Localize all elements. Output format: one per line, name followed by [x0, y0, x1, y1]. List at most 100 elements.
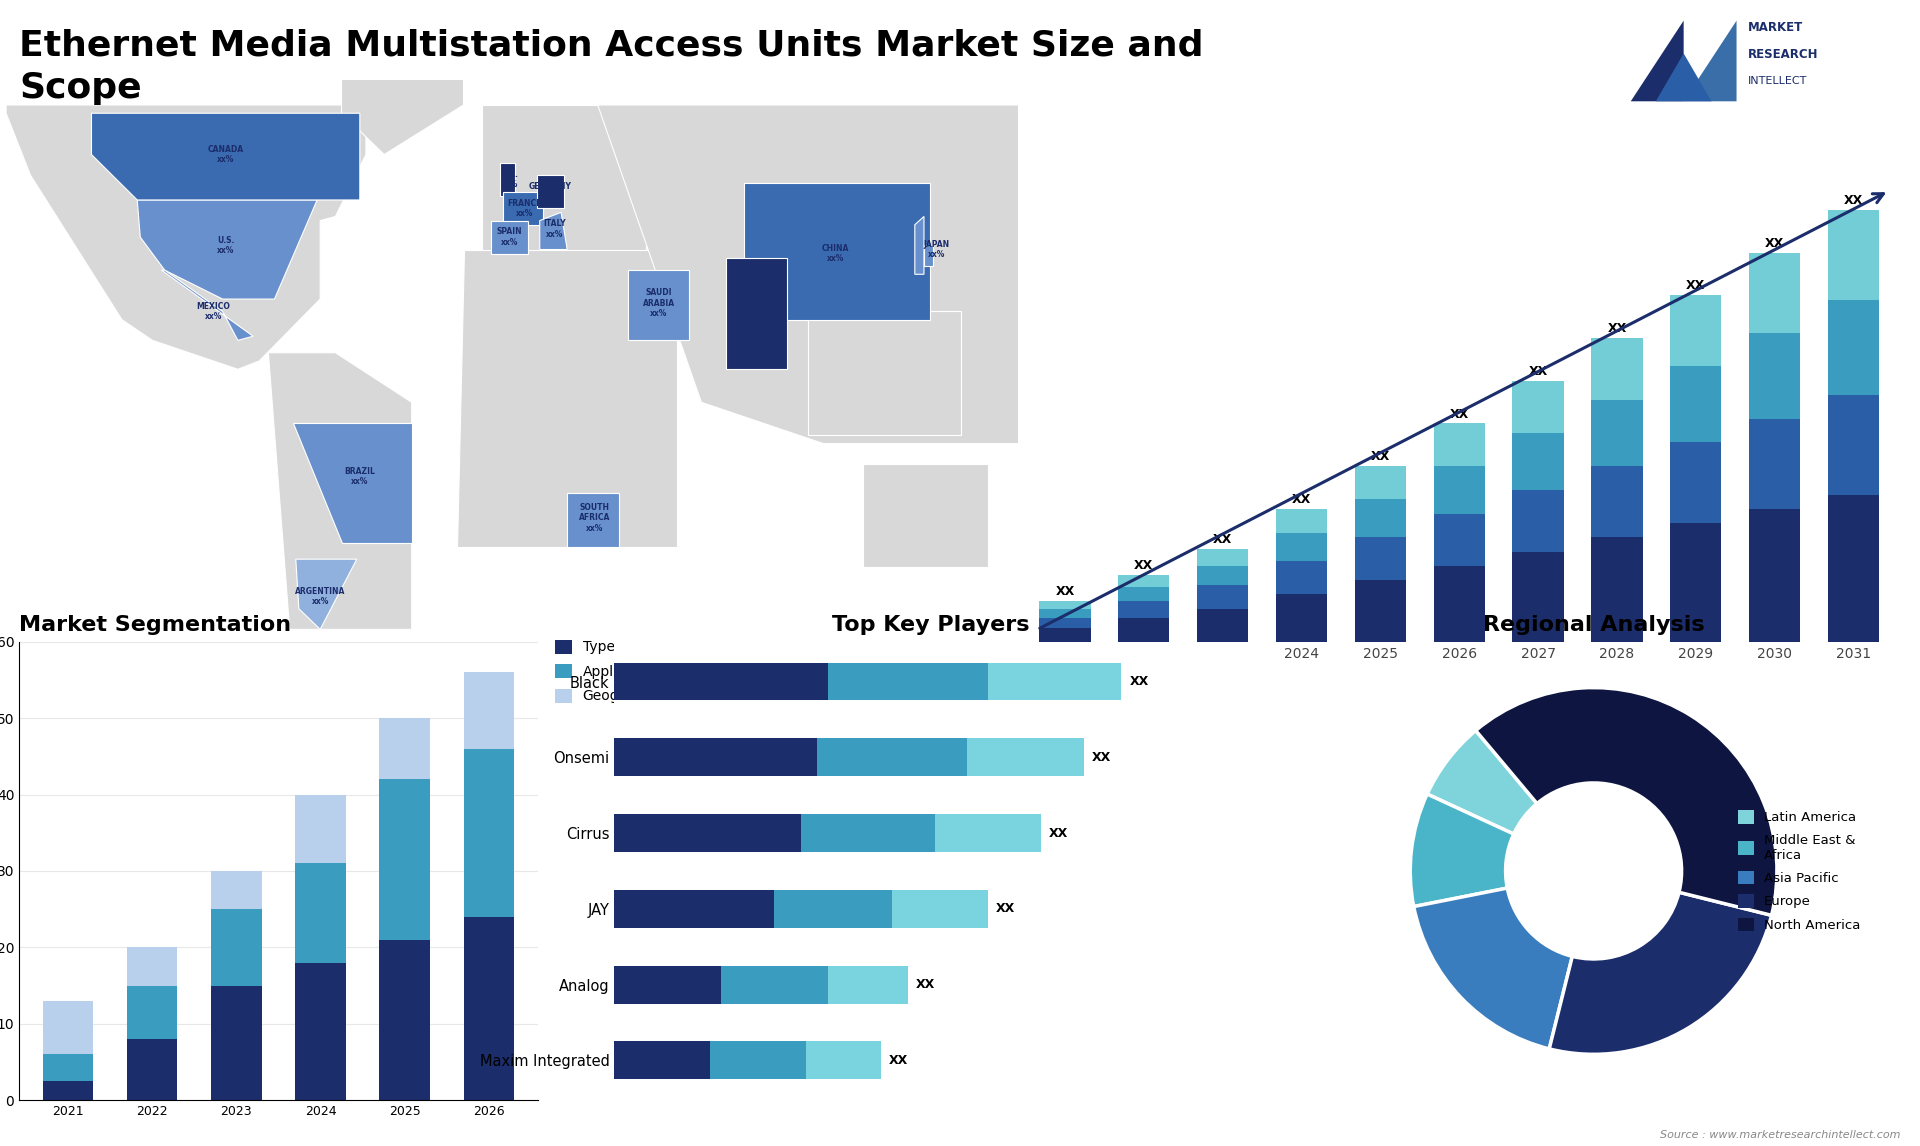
Polygon shape [628, 270, 689, 340]
Polygon shape [597, 105, 1031, 444]
Polygon shape [342, 60, 463, 155]
Bar [818, 738, 966, 776]
Text: XX: XX [1092, 751, 1112, 763]
Text: U.S.
xx%: U.S. xx% [217, 236, 234, 256]
Bar [1117, 575, 1169, 587]
Bar [127, 986, 177, 1039]
Text: XX: XX [1528, 364, 1548, 378]
Wedge shape [1476, 688, 1776, 916]
Bar [1277, 595, 1327, 642]
Text: XX: XX [1607, 322, 1626, 335]
Bar [296, 794, 346, 863]
Polygon shape [566, 493, 618, 547]
Bar [1356, 466, 1405, 500]
Bar [1592, 400, 1642, 466]
Text: CHINA
xx%: CHINA xx% [822, 244, 849, 264]
Bar [1039, 601, 1091, 609]
Bar [211, 909, 261, 986]
Polygon shape [862, 464, 989, 567]
Text: CANADA
xx%: CANADA xx% [207, 144, 244, 164]
Bar [1592, 338, 1642, 400]
Polygon shape [745, 183, 929, 320]
Title: Top Key Players: Top Key Players [833, 614, 1029, 635]
Bar [296, 963, 346, 1100]
Bar [1356, 537, 1405, 580]
Text: XX: XX [1129, 675, 1148, 688]
Text: MARKET: MARKET [1747, 21, 1803, 33]
Bar [614, 966, 722, 1004]
Bar [1196, 609, 1248, 642]
Bar [1356, 500, 1405, 537]
Bar [614, 1042, 710, 1080]
Polygon shape [269, 353, 411, 629]
Bar [1277, 562, 1327, 595]
Text: XX: XX [1135, 559, 1154, 573]
Text: XX: XX [1048, 826, 1069, 840]
Text: RESEARCH: RESEARCH [1747, 48, 1818, 62]
Text: ITALY
xx%: ITALY xx% [543, 219, 566, 238]
Bar [42, 1054, 94, 1081]
Bar [966, 738, 1085, 776]
Text: XX: XX [1292, 493, 1311, 507]
Bar [380, 719, 430, 779]
Polygon shape [296, 559, 357, 629]
Bar [1356, 580, 1405, 642]
Text: JAPAN
xx%: JAPAN xx% [924, 240, 948, 259]
Bar [614, 814, 801, 851]
Bar [1277, 533, 1327, 562]
Text: U.K.
xx%: U.K. xx% [501, 170, 518, 189]
Bar [1592, 466, 1642, 537]
Bar [801, 814, 935, 851]
Text: FRANCE
xx%: FRANCE xx% [507, 198, 541, 218]
Legend: Type, Application, Geography: Type, Application, Geography [555, 639, 660, 704]
Polygon shape [924, 245, 933, 266]
Polygon shape [6, 105, 367, 369]
Bar [1196, 584, 1248, 609]
Bar [1434, 423, 1484, 466]
Polygon shape [1630, 21, 1684, 101]
Text: SPAIN
xx%: SPAIN xx% [497, 227, 522, 246]
Bar [127, 948, 177, 986]
Polygon shape [538, 175, 564, 209]
Polygon shape [914, 217, 924, 274]
Bar [1196, 549, 1248, 566]
Bar [710, 1042, 806, 1080]
Bar [380, 940, 430, 1100]
Text: XX: XX [1213, 533, 1233, 545]
Bar [1749, 418, 1801, 509]
Bar [1434, 566, 1484, 642]
Bar [614, 890, 774, 928]
Bar [1039, 628, 1091, 642]
Polygon shape [457, 250, 678, 547]
Text: XX: XX [889, 1054, 908, 1067]
Polygon shape [808, 312, 960, 435]
Text: XX: XX [1371, 450, 1390, 463]
Bar [127, 1039, 177, 1100]
Bar [828, 966, 908, 1004]
Text: XX: XX [1450, 408, 1469, 421]
Text: XX: XX [1686, 280, 1705, 292]
Bar [1117, 587, 1169, 601]
Bar [1513, 489, 1563, 551]
Polygon shape [92, 113, 359, 199]
Bar [1828, 210, 1880, 300]
Bar [1117, 618, 1169, 642]
Bar [296, 863, 346, 963]
Text: XX: XX [1764, 237, 1784, 250]
Bar [1434, 513, 1484, 566]
Bar [1039, 609, 1091, 618]
Text: ARGENTINA
xx%: ARGENTINA xx% [296, 587, 346, 606]
Polygon shape [726, 258, 787, 369]
Wedge shape [1411, 794, 1513, 906]
Text: MEXICO
xx%: MEXICO xx% [196, 301, 230, 321]
Bar [1592, 537, 1642, 642]
Polygon shape [482, 105, 647, 253]
Bar [1513, 551, 1563, 642]
Bar [774, 890, 893, 928]
Text: Scope: Scope [19, 71, 142, 105]
Wedge shape [1413, 888, 1572, 1049]
Text: XX: XX [916, 979, 935, 991]
Bar [1277, 509, 1327, 533]
Polygon shape [1684, 21, 1736, 101]
Bar [1670, 442, 1722, 523]
